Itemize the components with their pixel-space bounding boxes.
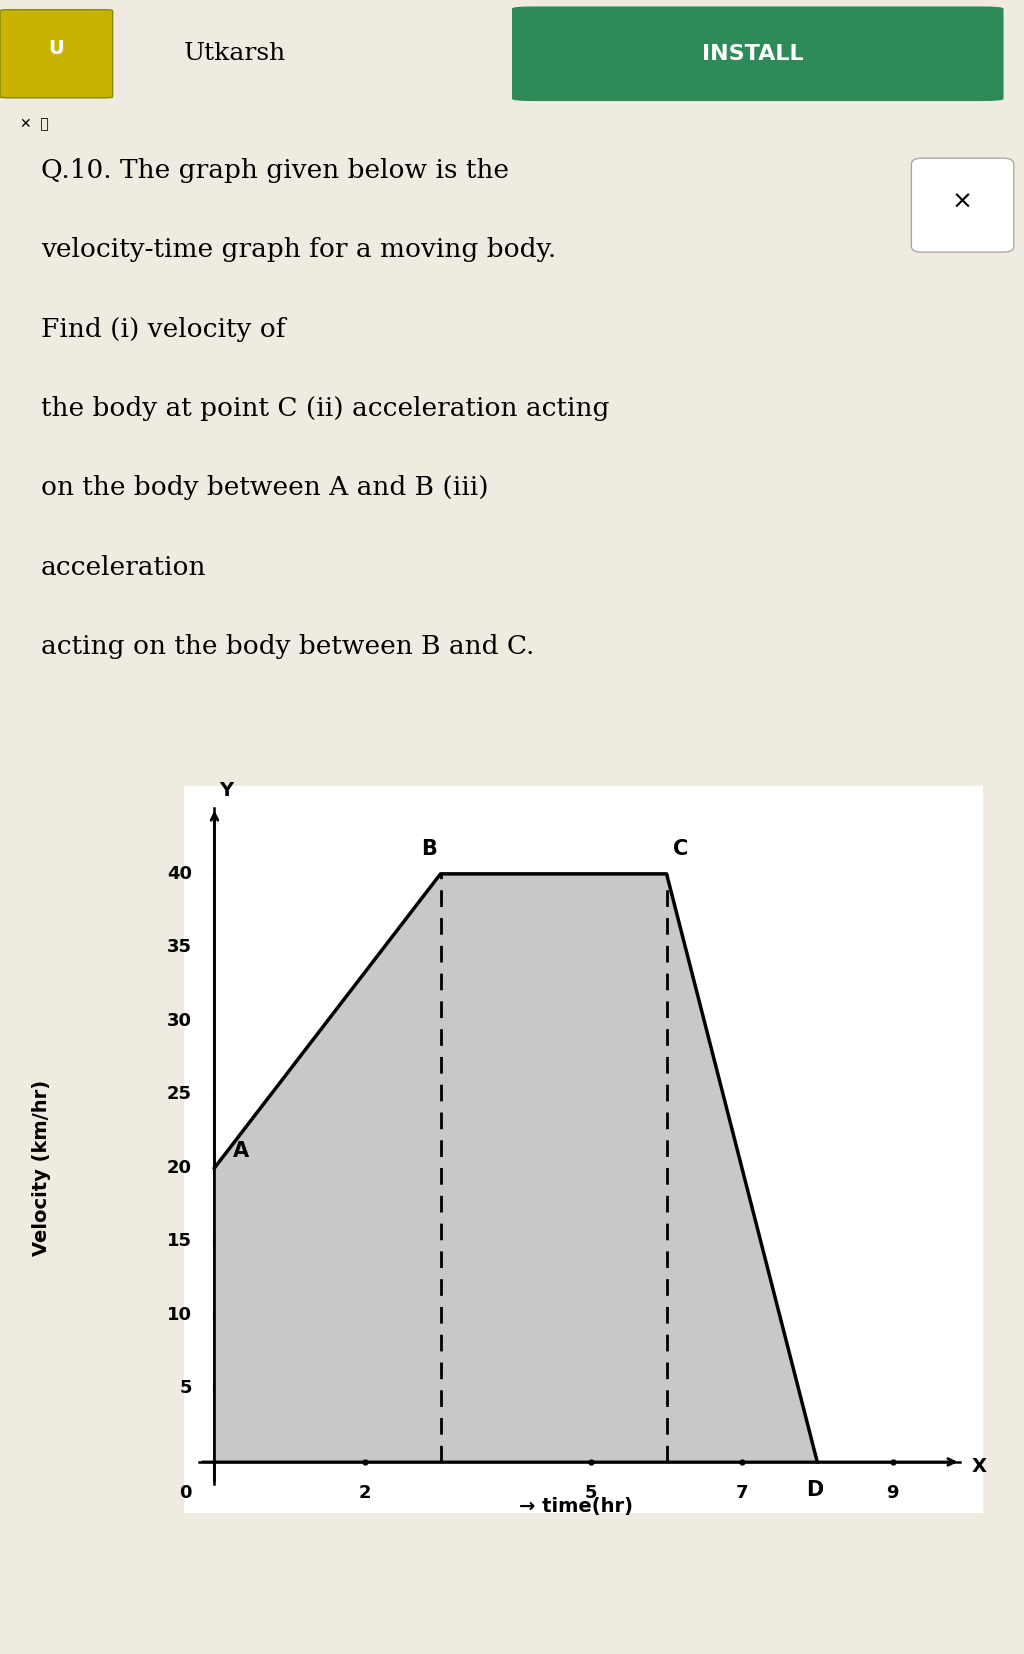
Text: 2: 2 — [359, 1484, 372, 1502]
Text: 0: 0 — [179, 1484, 191, 1502]
Polygon shape — [214, 873, 817, 1462]
Text: the body at point C (ii) acceleration acting: the body at point C (ii) acceleration ac… — [41, 395, 609, 422]
Text: Find (i) velocity of: Find (i) velocity of — [41, 318, 286, 342]
Text: Utkarsh: Utkarsh — [184, 43, 287, 65]
Text: 40: 40 — [167, 865, 191, 883]
FancyBboxPatch shape — [0, 10, 113, 98]
FancyBboxPatch shape — [911, 159, 1014, 251]
Text: 5: 5 — [585, 1484, 597, 1502]
Text: 9: 9 — [887, 1484, 899, 1502]
Text: 30: 30 — [167, 1012, 191, 1030]
Text: INSTALL: INSTALL — [701, 43, 804, 65]
Text: ×: × — [952, 190, 973, 215]
FancyBboxPatch shape — [512, 7, 1004, 101]
Text: Y: Y — [219, 781, 232, 801]
Text: 5: 5 — [179, 1379, 191, 1398]
Text: on the body between A and B (iii): on the body between A and B (iii) — [41, 475, 488, 500]
Text: C: C — [673, 839, 688, 858]
Text: velocity-time graph for a moving body.: velocity-time graph for a moving body. — [41, 238, 556, 263]
Text: ✕  ⓘ: ✕ ⓘ — [20, 117, 49, 131]
Text: 25: 25 — [167, 1085, 191, 1103]
Text: acting on the body between B and C.: acting on the body between B and C. — [41, 633, 535, 658]
Text: D: D — [806, 1480, 823, 1500]
Text: X: X — [972, 1457, 987, 1475]
Text: Velocity (km/hr): Velocity (km/hr) — [32, 1080, 50, 1255]
Text: U: U — [48, 40, 65, 58]
Text: B: B — [421, 839, 437, 858]
Text: 35: 35 — [167, 938, 191, 956]
Text: A: A — [233, 1141, 250, 1161]
Text: 15: 15 — [167, 1232, 191, 1250]
Text: 7: 7 — [735, 1484, 749, 1502]
Text: → time(hr): → time(hr) — [519, 1497, 633, 1515]
Text: acceleration: acceleration — [41, 554, 207, 579]
Text: Q.10. The graph given below is the: Q.10. The graph given below is the — [41, 159, 509, 184]
Text: 10: 10 — [167, 1307, 191, 1323]
Text: 20: 20 — [167, 1159, 191, 1178]
